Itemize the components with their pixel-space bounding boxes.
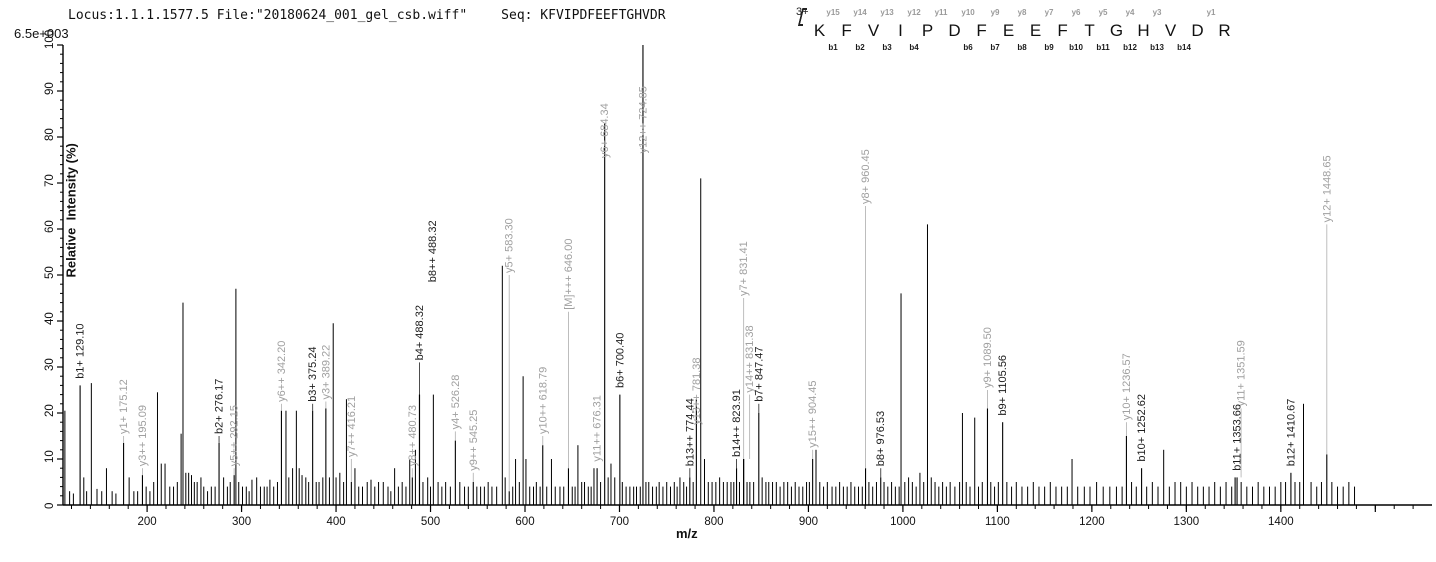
residue-p-5: P xyxy=(921,21,934,40)
ion-label: y10++ 618.79 xyxy=(537,367,549,434)
ion-label: b4+ 488.32 xyxy=(414,305,426,360)
x-tick-label: 500 xyxy=(421,516,440,528)
ion-label: b14++ 823.91 xyxy=(731,389,743,457)
residue-t-11: T xyxy=(1084,21,1095,40)
ion-label: y11++ 676.31 xyxy=(592,395,604,461)
residue-d-15: D xyxy=(1191,21,1204,40)
ion-label: b3+ 375.24 xyxy=(307,346,319,401)
x-tick-label: 700 xyxy=(610,516,629,528)
x-tick-label: 1200 xyxy=(1079,516,1105,528)
y-tick-label: 10 xyxy=(44,450,56,463)
ion-label: y13++ 781.38 xyxy=(691,358,703,425)
ion-label: b12+ 1410.67 xyxy=(1285,399,1297,467)
ion-label: y6+ 684.34 xyxy=(599,103,611,158)
ion-label: y14++ 831.38 xyxy=(744,325,756,392)
y-tick-label: 30 xyxy=(44,358,56,371)
y-tick-label: 60 xyxy=(44,220,56,233)
ion-label: y3++ 195.09 xyxy=(137,405,149,466)
y-tick-label: 20 xyxy=(44,404,56,417)
x-tick-label: 800 xyxy=(704,516,723,528)
residue-e-8: E xyxy=(1002,21,1015,40)
residue-e-9: E xyxy=(1029,21,1042,40)
header-line: Locus:1.1.1.1577.5 File:"20180624_001_ge… xyxy=(68,8,666,23)
ion-label: y9+ 1089.50 xyxy=(982,327,994,388)
ion-label: y7+ 831.41 xyxy=(738,241,750,296)
ion-label: b10+ 1252.62 xyxy=(1136,394,1148,462)
x-tick-label: 300 xyxy=(232,516,251,528)
y-tick-label: 0 xyxy=(44,503,56,509)
residue-i-4: I xyxy=(898,21,903,40)
ion-label: b8+ 976.53 xyxy=(875,411,887,466)
x-tick-label: 1000 xyxy=(890,516,916,528)
ion-label: b2+ 276.17 xyxy=(214,379,226,434)
locus-file-label: Locus:1.1.1.1577.5 File:"20180624_001_ge… xyxy=(68,8,468,23)
ion-label: y1+ 175.12 xyxy=(118,379,130,434)
ion-label: y8+ 960.45 xyxy=(860,149,872,204)
ion-label: b8++ 488.32 xyxy=(427,220,439,282)
x-tick-label: 400 xyxy=(326,516,345,528)
residue-d-6: D xyxy=(948,21,961,40)
x-tick-label: 1400 xyxy=(1268,516,1294,528)
residue-r-16: R xyxy=(1218,21,1231,40)
ion-label: y3+ 389.22 xyxy=(320,345,332,400)
ion-label: y7++ 416.21 xyxy=(346,396,358,457)
residue-f-2: F xyxy=(841,21,852,40)
y-tick-label: 70 xyxy=(44,174,56,187)
intensity-scale-label: 6.5e+003 xyxy=(14,26,69,41)
ion-label: b7+ 847.47 xyxy=(753,346,765,401)
ion-label: b1+ 129.10 xyxy=(75,323,87,378)
residue-k-1: K xyxy=(813,21,826,40)
x-tick-label: 200 xyxy=(137,516,156,528)
residue-f-7: F xyxy=(976,21,987,40)
ion-label: [M]+++ 646.00 xyxy=(563,239,575,310)
y-tick-label: 50 xyxy=(44,266,56,279)
ion-label: b6+ 700.40 xyxy=(614,333,626,388)
x-axis-title: m/z xyxy=(676,526,698,541)
ion-label: y11+ 1351.59 xyxy=(1236,340,1248,406)
x-tick-label: 900 xyxy=(799,516,818,528)
ion-label: y6++ 342.20 xyxy=(276,341,288,402)
ion-label: y15++ 904.45 xyxy=(807,381,819,448)
x-tick-label: 1100 xyxy=(985,516,1010,528)
ion-label: b11+ 1353.66 xyxy=(1232,404,1244,471)
ion-label: y5+ 583.30 xyxy=(504,218,516,273)
x-tick-label: 1300 xyxy=(1174,516,1200,528)
ion-label: b13++ 774.44 xyxy=(684,398,696,466)
sequence-label: Seq: KFVIPDFEEFTGHVDR xyxy=(501,8,666,23)
x-tick-label: 600 xyxy=(515,516,534,528)
ion-label: y8++ 480.73 xyxy=(407,405,419,466)
ion-label: y4+ 526.28 xyxy=(450,375,462,430)
residue-g-12: G xyxy=(1109,21,1124,40)
residue-f-10: F xyxy=(1057,21,1068,40)
ion-label: y12+ 1448.65 xyxy=(1321,155,1333,222)
residue-v-3: V xyxy=(867,21,880,40)
y-tick-label: 100 xyxy=(44,30,56,49)
ion-label: y5++ 292.15 xyxy=(229,405,241,466)
y-tick-label: 90 xyxy=(44,82,56,95)
residue-v-14: V xyxy=(1164,21,1177,40)
ion-label: y12++ 724.85 xyxy=(637,86,649,153)
fragment-gap-15: y1 xyxy=(798,6,1218,55)
y-tick-label: 40 xyxy=(44,312,56,325)
ion-label: y10+ 1236.57 xyxy=(1121,353,1133,420)
ion-label: y9++ 545.25 xyxy=(468,410,480,471)
cleavage-mark-icon xyxy=(798,8,807,26)
residue-h-13: H xyxy=(1137,21,1150,40)
y-tick-label: 80 xyxy=(44,128,56,141)
ion-label: b9+ 1105.56 xyxy=(997,355,1009,416)
